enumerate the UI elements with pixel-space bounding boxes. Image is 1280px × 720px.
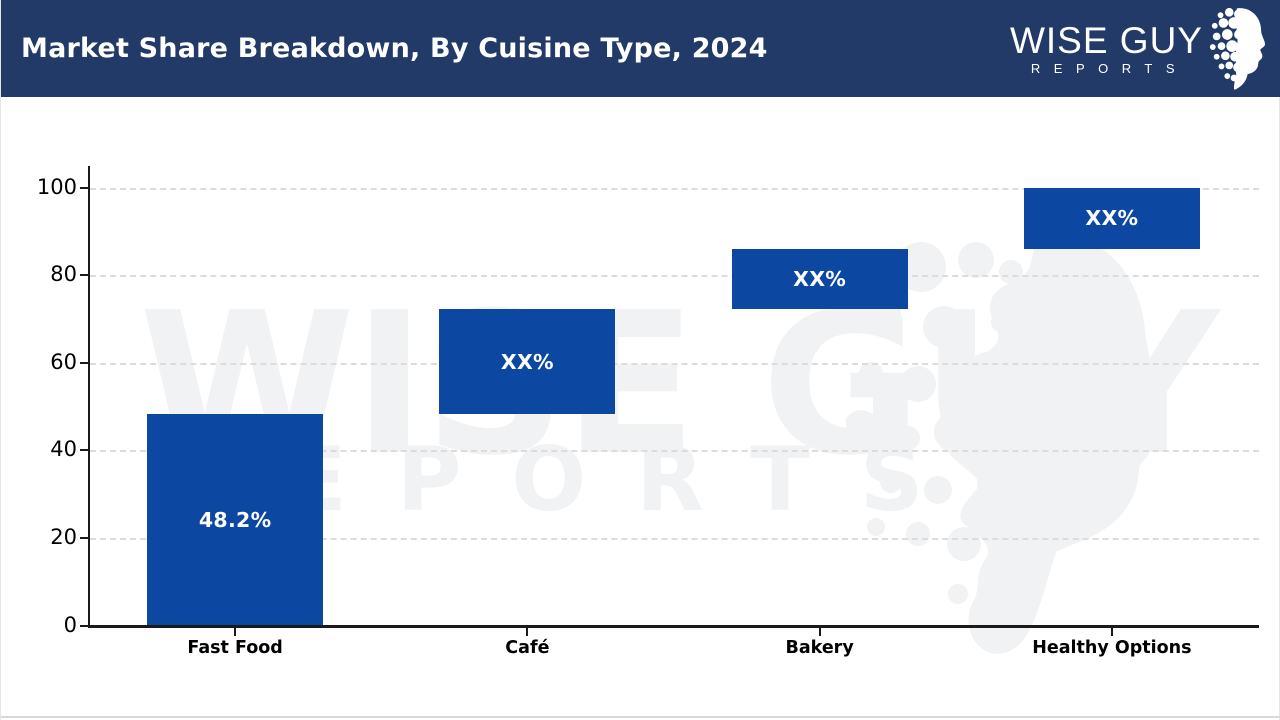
- bar-bakery: XX%: [731, 248, 908, 310]
- y-tick-mark-100: [80, 186, 88, 189]
- y-tick-mark-40: [80, 449, 88, 452]
- logo-reports-label: REPORTS: [1030, 61, 1189, 76]
- bar-value-label: 48.2%: [198, 507, 272, 532]
- bar-fast-food: 48.2%: [147, 414, 324, 626]
- gridline-40: [90, 450, 1259, 453]
- gridline-80: [90, 275, 1259, 278]
- y-tick-label-80: 80: [50, 262, 77, 287]
- logo-text: WISE GUY REPORTS: [1010, 22, 1203, 75]
- bar-café: XX%: [439, 309, 616, 415]
- gridline-100: [90, 187, 1259, 190]
- y-tick-label-20: 20: [50, 524, 77, 549]
- gridline-60: [90, 362, 1259, 365]
- y-axis: [88, 166, 90, 627]
- page-title: Market Share Breakdown, By Cuisine Type,…: [21, 33, 768, 64]
- bar-value-label: XX%: [1085, 206, 1139, 231]
- y-tick-mark-20: [80, 536, 88, 539]
- gridline-20: [90, 537, 1259, 540]
- y-tick-label-0: 0: [63, 612, 77, 637]
- footer-rule: [1, 716, 1280, 718]
- logo-wiseguy-label: WISE GUY: [1009, 20, 1203, 61]
- x-tick-mark-1: [526, 628, 529, 636]
- logo-head-icon: [1209, 7, 1265, 90]
- bar-value-label: XX%: [500, 349, 554, 374]
- x-tick-mark-0: [234, 628, 237, 636]
- bar-value-label: XX%: [793, 267, 847, 292]
- x-tick-label-2: Bakery: [785, 638, 854, 658]
- x-tick-label-1: Café: [505, 638, 550, 658]
- y-tick-label-60: 60: [50, 349, 77, 374]
- x-axis: [88, 625, 1259, 628]
- y-tick-mark-0: [80, 624, 88, 627]
- bar-healthy-options: XX%: [1023, 187, 1200, 249]
- y-tick-label-40: 40: [50, 437, 77, 462]
- header-bar: Market Share Breakdown, By Cuisine Type,…: [1, 0, 1280, 97]
- x-tick-mark-2: [818, 628, 821, 636]
- wise-guy-reports-logo: WISE GUY REPORTS: [1010, 5, 1265, 93]
- x-tick-label-0: Fast Food: [187, 638, 283, 658]
- y-tick-label-100: 100: [36, 174, 77, 199]
- y-tick-mark-60: [80, 361, 88, 364]
- x-tick-label-3: Healthy Options: [1032, 638, 1192, 658]
- y-tick-mark-80: [80, 274, 88, 277]
- x-tick-mark-3: [1110, 628, 1113, 636]
- watermark-head-icon: [846, 235, 1163, 654]
